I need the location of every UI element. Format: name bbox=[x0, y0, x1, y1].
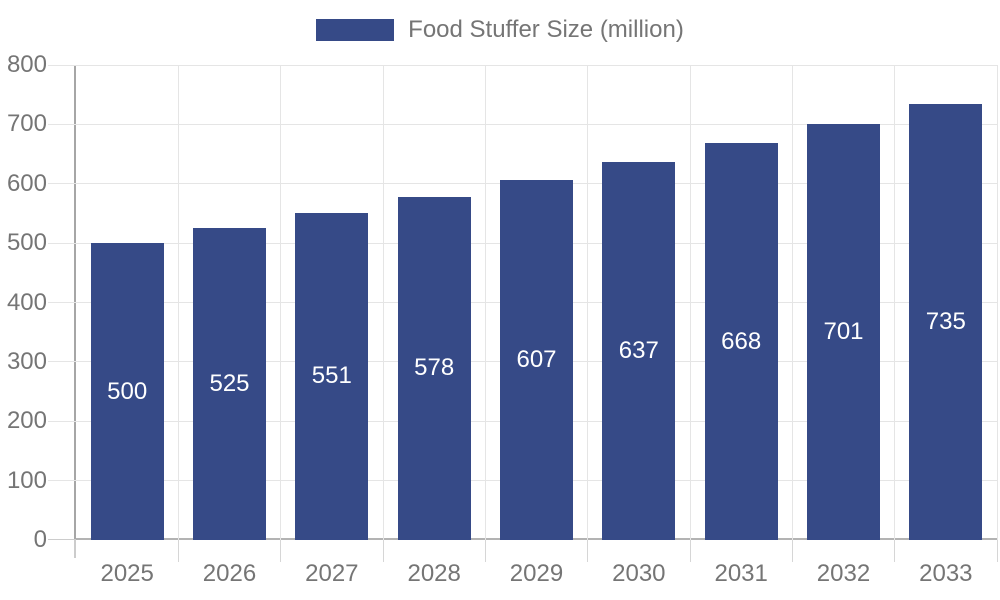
x-axis-tick-label: 2025 bbox=[100, 560, 154, 587]
x-axis-baseline-tail bbox=[48, 539, 76, 540]
x-axis-tick bbox=[791, 540, 793, 562]
gridline-vertical bbox=[177, 65, 179, 540]
bar[interactable]: 607 bbox=[500, 179, 573, 540]
bar[interactable]: 578 bbox=[397, 196, 471, 540]
plot-area: 0 100 200 300 400 500 600 700 800 500 2025 525 2026 5… bbox=[7, 51, 998, 587]
y-axis-tick-label: 0 bbox=[33, 526, 47, 553]
x-axis-tick-label: 2026 bbox=[202, 560, 257, 587]
bar-value-label: 735 bbox=[925, 307, 966, 335]
bar-value-label: 578 bbox=[414, 354, 455, 382]
gridline-vertical bbox=[587, 65, 589, 540]
x-axis-tick bbox=[587, 540, 589, 562]
x-axis-tick-label: 2030 bbox=[612, 560, 666, 587]
y-axis-tick-label: 700 bbox=[6, 110, 47, 138]
gridline-vertical bbox=[280, 65, 282, 540]
bar-value-label: 551 bbox=[311, 362, 352, 390]
y-axis-spine-tail bbox=[74, 540, 76, 558]
x-axis-tick bbox=[996, 540, 998, 562]
gridline-vertical bbox=[996, 65, 998, 540]
legend-swatch-icon bbox=[316, 19, 395, 41]
bar-value-label: 701 bbox=[823, 317, 864, 345]
legend[interactable]: Food Stuffer Size (million) bbox=[0, 17, 1000, 43]
gridline-horizontal bbox=[48, 64, 997, 66]
bar[interactable]: 551 bbox=[295, 212, 369, 540]
bar-value-label: 637 bbox=[618, 336, 659, 364]
x-axis-tick-label: 2029 bbox=[509, 560, 564, 587]
x-axis-tick-label: 2033 bbox=[919, 560, 973, 587]
bar[interactable]: 701 bbox=[807, 123, 880, 540]
bar-value-label: 525 bbox=[209, 370, 250, 398]
bar[interactable]: 668 bbox=[704, 143, 778, 540]
bar-value-label: 607 bbox=[516, 345, 557, 373]
y-axis-tick-label: 300 bbox=[6, 347, 47, 375]
x-axis-tick bbox=[894, 540, 896, 562]
x-axis-tick bbox=[689, 540, 691, 562]
y-axis-tick-label: 500 bbox=[6, 229, 47, 257]
gridline-vertical bbox=[894, 65, 896, 540]
bar[interactable]: 637 bbox=[602, 161, 676, 540]
x-axis-tick-label: 2028 bbox=[407, 560, 461, 587]
y-axis-tick-label: 100 bbox=[6, 466, 47, 494]
x-axis-tick-label: 2031 bbox=[714, 560, 768, 587]
y-axis-tick-label: 800 bbox=[6, 51, 47, 78]
x-axis-tick-label: 2032 bbox=[816, 560, 871, 587]
bar[interactable]: 525 bbox=[193, 228, 266, 540]
legend-label: Food Stuffer Size (million) bbox=[408, 16, 684, 43]
x-axis-tick bbox=[280, 540, 282, 562]
x-axis-tick bbox=[484, 540, 486, 562]
y-axis-tick-label: 600 bbox=[6, 169, 47, 197]
x-axis-tick bbox=[177, 540, 179, 562]
bar[interactable]: 735 bbox=[909, 103, 983, 540]
y-axis-tick-label: 400 bbox=[6, 288, 47, 316]
bar-value-label: 500 bbox=[107, 377, 148, 405]
y-axis-tick-label: 200 bbox=[6, 407, 47, 435]
gridline-vertical bbox=[689, 65, 691, 540]
gridline-vertical bbox=[791, 65, 793, 540]
gridline-vertical bbox=[484, 65, 486, 540]
bar-value-label: 668 bbox=[721, 327, 762, 355]
x-axis-tick-label: 2027 bbox=[305, 560, 359, 587]
bar[interactable]: 500 bbox=[90, 243, 164, 540]
gridline-vertical bbox=[382, 65, 384, 540]
gridline-horizontal bbox=[48, 123, 997, 125]
x-axis-tick bbox=[382, 540, 384, 562]
